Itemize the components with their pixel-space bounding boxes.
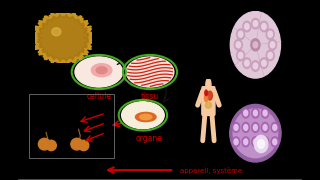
Circle shape — [253, 21, 258, 27]
Circle shape — [268, 40, 276, 50]
Ellipse shape — [205, 90, 207, 96]
Circle shape — [266, 29, 274, 40]
Circle shape — [260, 21, 268, 32]
Circle shape — [238, 31, 243, 37]
Ellipse shape — [253, 125, 257, 130]
Circle shape — [234, 40, 242, 50]
FancyBboxPatch shape — [202, 87, 215, 115]
Ellipse shape — [273, 139, 277, 145]
Circle shape — [238, 52, 243, 58]
Ellipse shape — [78, 140, 89, 151]
Ellipse shape — [253, 110, 257, 116]
Ellipse shape — [46, 140, 56, 151]
Circle shape — [252, 18, 260, 29]
Circle shape — [243, 58, 251, 68]
Circle shape — [244, 23, 249, 30]
Circle shape — [270, 42, 275, 48]
Ellipse shape — [271, 122, 278, 132]
Ellipse shape — [261, 108, 269, 118]
Circle shape — [91, 64, 112, 77]
Ellipse shape — [261, 137, 269, 147]
Circle shape — [52, 28, 61, 36]
Circle shape — [253, 63, 258, 69]
Ellipse shape — [261, 122, 269, 132]
Ellipse shape — [234, 125, 238, 130]
Circle shape — [244, 60, 249, 66]
Circle shape — [126, 57, 174, 87]
Ellipse shape — [230, 104, 281, 162]
Ellipse shape — [244, 110, 248, 116]
Ellipse shape — [263, 139, 267, 145]
Ellipse shape — [253, 139, 257, 145]
Circle shape — [258, 140, 265, 148]
Circle shape — [262, 23, 266, 30]
Circle shape — [236, 50, 244, 61]
Ellipse shape — [244, 139, 248, 145]
Ellipse shape — [205, 102, 212, 108]
Text: gamètes : ovule
et spermatozoïdes: gamètes : ovule et spermatozoïdes — [124, 13, 208, 33]
Ellipse shape — [252, 137, 259, 147]
Circle shape — [230, 12, 280, 78]
Circle shape — [268, 52, 273, 58]
Ellipse shape — [242, 137, 249, 147]
Text: appareils reproducteurs: appareils reproducteurs — [18, 166, 123, 175]
Circle shape — [262, 60, 266, 66]
Ellipse shape — [140, 114, 152, 120]
Ellipse shape — [242, 122, 249, 132]
Text: organe: organe — [135, 134, 162, 143]
Ellipse shape — [232, 137, 240, 147]
Ellipse shape — [273, 125, 277, 130]
Text: appareil, système: appareil, système — [180, 167, 242, 174]
Ellipse shape — [244, 125, 248, 130]
Ellipse shape — [38, 138, 50, 150]
Ellipse shape — [71, 138, 83, 150]
Polygon shape — [33, 10, 93, 65]
Polygon shape — [38, 14, 89, 61]
Circle shape — [266, 50, 274, 61]
Circle shape — [122, 102, 164, 129]
Circle shape — [251, 39, 260, 51]
Circle shape — [75, 57, 123, 87]
Circle shape — [268, 31, 273, 37]
Ellipse shape — [242, 108, 249, 118]
Ellipse shape — [271, 137, 278, 147]
Ellipse shape — [233, 109, 278, 158]
Ellipse shape — [263, 125, 267, 130]
Circle shape — [254, 135, 268, 153]
Circle shape — [252, 61, 260, 71]
Circle shape — [253, 42, 258, 48]
Ellipse shape — [232, 122, 240, 132]
Circle shape — [236, 29, 244, 40]
Ellipse shape — [135, 112, 156, 122]
Ellipse shape — [263, 110, 267, 116]
Text: cellule: cellule — [86, 92, 111, 101]
Circle shape — [243, 21, 251, 32]
Ellipse shape — [207, 91, 212, 100]
Circle shape — [96, 67, 107, 74]
Circle shape — [236, 42, 241, 48]
Circle shape — [206, 78, 211, 91]
Ellipse shape — [204, 95, 208, 102]
Circle shape — [260, 58, 268, 68]
Ellipse shape — [252, 122, 259, 132]
Ellipse shape — [252, 108, 259, 118]
Ellipse shape — [234, 139, 238, 145]
Text: tissu: tissu — [141, 92, 159, 101]
